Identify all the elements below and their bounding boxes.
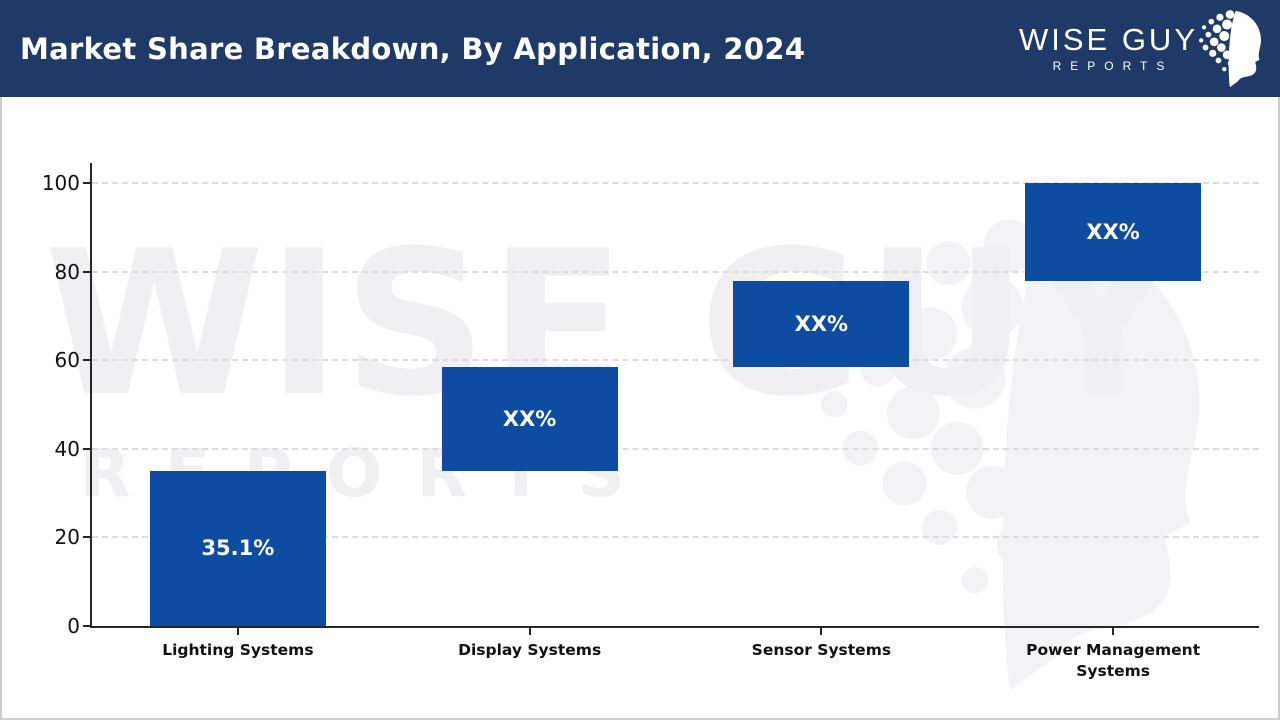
bar-value-label: XX% — [794, 311, 849, 336]
y-tick-label-40: 40 — [54, 436, 80, 461]
y-tick-20 — [83, 536, 90, 539]
waterfall-bar-4: XX% — [1025, 183, 1202, 281]
waterfall-bar-2: XX% — [441, 367, 618, 471]
bar-value-label: XX% — [1086, 220, 1140, 245]
x-tick-2 — [528, 628, 531, 635]
y-tick-0 — [83, 625, 90, 627]
x-category-label-2: Display Systems — [458, 641, 602, 659]
gridline-60 — [92, 359, 1259, 362]
wiseguy-logo: WISE GUY REPORTS — [1019, 7, 1266, 91]
y-tick-60 — [83, 359, 90, 362]
gridline-20 — [92, 536, 1259, 539]
x-tick-4 — [1112, 628, 1115, 635]
y-tick-label-100: 100 — [41, 171, 80, 196]
gridline-100 — [92, 182, 1259, 185]
y-tick-label-60: 60 — [54, 348, 80, 373]
waterfall-bar-3: XX% — [733, 280, 910, 368]
y-tick-40 — [83, 447, 90, 450]
plot-area: 0 20 40 60 80 100 35.1% Lighting Systems XX% Disp… — [42, 163, 1259, 680]
y-tick-label-0: 0 — [67, 614, 80, 638]
page-title: Market Share Breakdown, By Application, … — [20, 31, 806, 66]
gridline-80 — [92, 270, 1259, 273]
chart-region: WISE GUY REPORTS 0 20 40 60 80 100 35.1% Lighti… — [0, 97, 1280, 720]
y-tick-100 — [83, 182, 90, 185]
logo-subtext: REPORTS — [1052, 59, 1174, 73]
header-bar: Market Share Breakdown, By Application, … — [0, 0, 1280, 97]
y-tick-label-20: 20 — [54, 525, 80, 550]
x-category-label-4: Power Management Systems — [1026, 641, 1201, 680]
y-tick-80 — [83, 270, 90, 273]
logo-text: WISE GUY REPORTS — [1019, 24, 1198, 73]
x-category-label-3: Sensor Systems — [751, 641, 892, 659]
gridline-40 — [92, 447, 1259, 450]
bar-value-label: 35.1% — [201, 536, 275, 561]
y-tick-label-80: 80 — [54, 259, 80, 284]
x-tick-1 — [236, 628, 239, 635]
x-tick-3 — [820, 628, 823, 635]
logo-head-icon — [1199, 9, 1261, 87]
bar-value-label: XX% — [502, 406, 557, 431]
x-category-label-1: Lighting Systems — [162, 641, 314, 659]
logo-wordmark: WISE GUY — [1018, 22, 1198, 57]
waterfall-bar-1: 35.1% — [149, 470, 326, 626]
